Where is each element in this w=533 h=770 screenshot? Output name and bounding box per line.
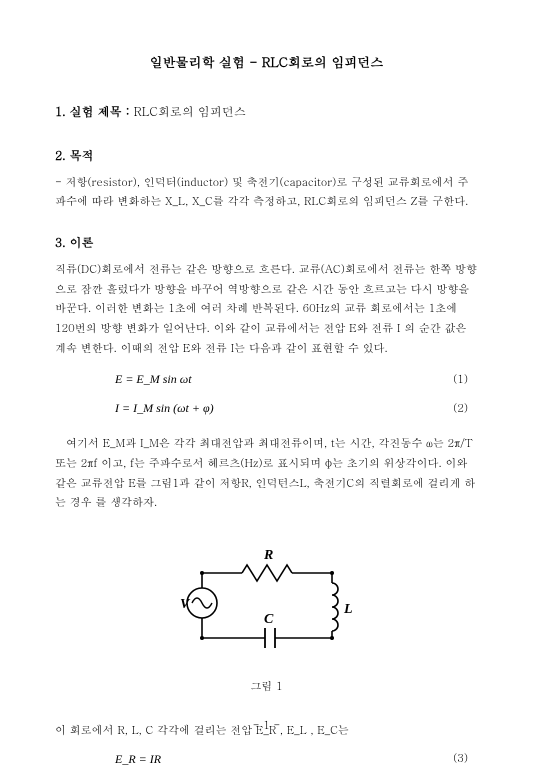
section-3-body: 직류(DC)회로에서 전류는 같은 방향으로 흐른다. 교류(AC)회로에서 전…	[55, 260, 478, 359]
equation-1-row: E = E_M sin ωt (1)	[55, 369, 478, 391]
section-3-head: 3. 이론	[55, 232, 478, 254]
equation-2-row: I = I_M sin (ωt + φ) (2)	[55, 398, 478, 420]
page-number: - 1 -	[0, 716, 533, 736]
section-1-sub: RLC회로의 임피던스	[134, 103, 246, 120]
section-1-head: 1. 실험 제목 : RLC회로의 임피던스	[55, 101, 478, 123]
figure-1: V R L C	[55, 543, 478, 665]
equation-3: E_R = IR	[115, 749, 161, 770]
equation-1: E = E_M sin ωt	[115, 369, 192, 391]
equation-1-num: (1)	[453, 370, 468, 390]
figure-label-l: L	[343, 602, 353, 617]
section-2-body: - 저항(resistor), 인덕터(inductor) 및 축전기(capa…	[55, 173, 478, 213]
section-2-head: 2. 목적	[55, 145, 478, 167]
equation-2: I = I_M sin (ωt + φ)	[115, 398, 214, 420]
section-1-label: 1. 실험 제목 :	[55, 103, 134, 120]
page-title: 일반물리학 실험 - RLC회로의 임피던스	[55, 50, 478, 73]
figure-label-r: R	[263, 548, 273, 563]
paragraph-1: 여기서 E_M과 I_M은 각각 최대전압과 최대전류이며, t는 시간, 각진…	[55, 434, 478, 513]
equation-3-num: (3)	[453, 749, 468, 769]
figure-label-c: C	[264, 612, 274, 627]
equation-2-num: (2)	[453, 399, 468, 419]
equation-3-row: E_R = IR (3)	[55, 749, 478, 770]
figure-1-caption: 그림 1	[55, 677, 478, 697]
